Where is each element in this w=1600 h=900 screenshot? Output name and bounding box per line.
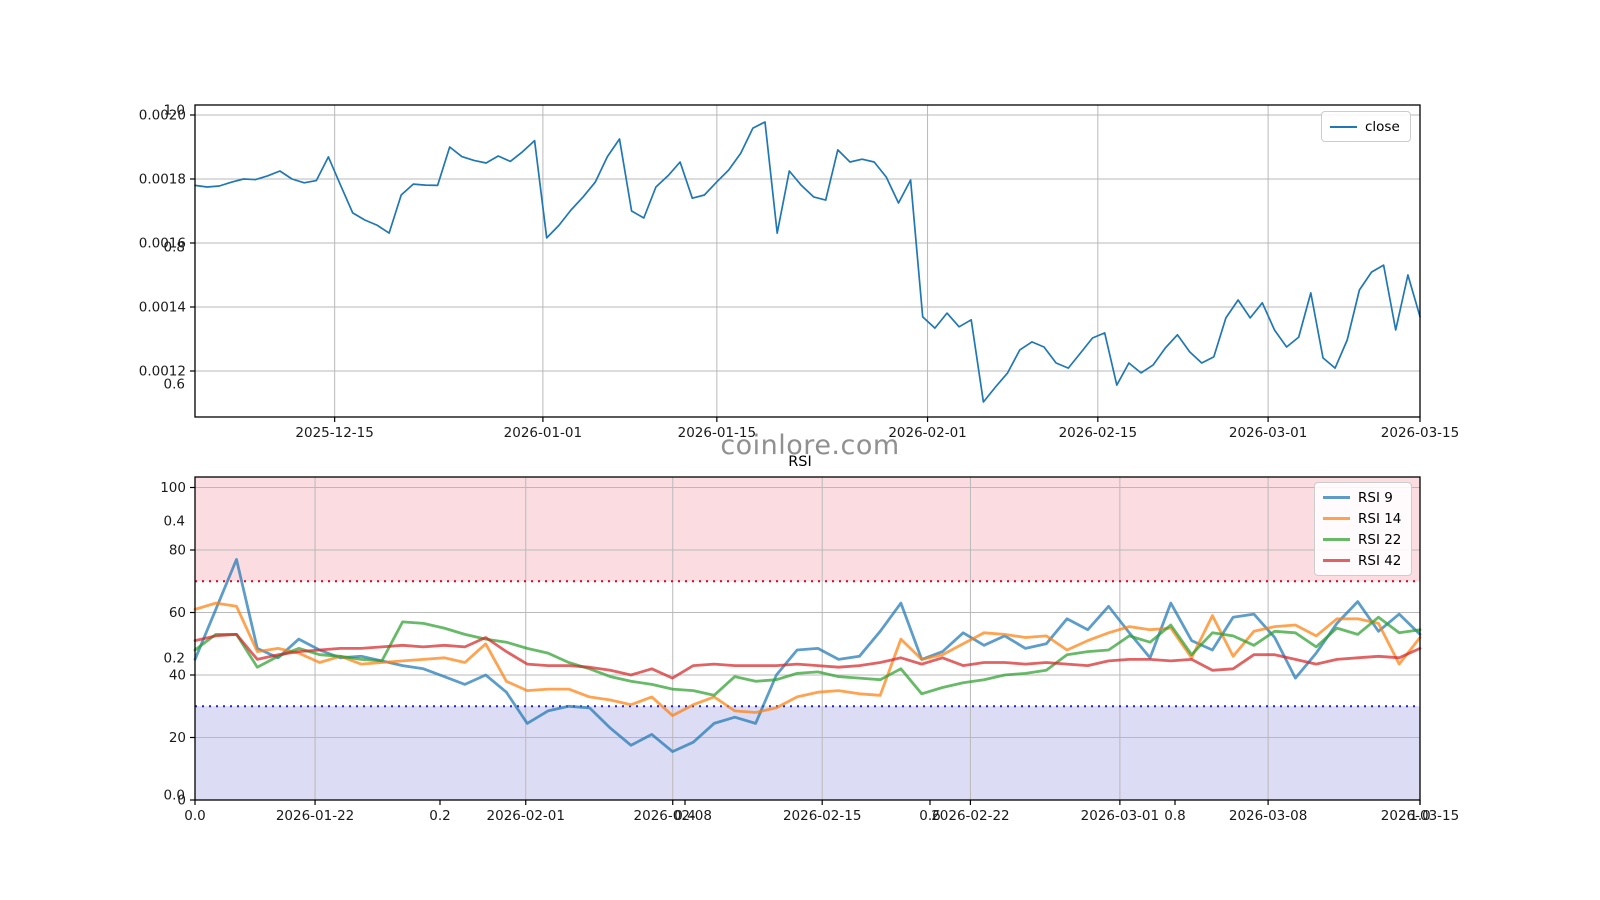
rsi-xtick-label: 2026-02-01: [487, 808, 565, 824]
legend-item-close[interactable]: close: [1330, 116, 1400, 137]
price-ytick-label: 0.0018: [139, 172, 186, 188]
tick-labels: 0.00200.00180.00160.00140.00122025-12-15…: [139, 103, 1459, 825]
rsi-ytick-label: 100: [160, 480, 186, 496]
overlay-ytick-label: 0.6: [164, 377, 185, 393]
close-legend-label: close: [1365, 118, 1400, 135]
rsi-42-line: [193, 633, 1422, 680]
price-xtick-label: 2026-03-01: [1229, 425, 1307, 441]
legend-item-rsi-42[interactable]: RSI 42: [1323, 550, 1401, 571]
rsi-42-line-swatch: [1323, 559, 1350, 562]
rsi-axes-frame: [194, 476, 1421, 801]
rsi-legend[interactable]: RSI 9 RSI 14 RSI 22 RSI 42: [1314, 482, 1413, 576]
rsi-22-line: [193, 615, 1422, 697]
price-legend[interactable]: close: [1321, 111, 1411, 142]
oversold-band: [195, 706, 1420, 800]
rsi-xtick-label: 2026-02-15: [783, 808, 861, 824]
rsi-xtick-label: 2026-02-22: [931, 808, 1009, 824]
overlay-ytick-label: 1.0: [164, 103, 185, 119]
overbought-band: [195, 477, 1420, 582]
overlay-xtick-label: 0.0: [184, 808, 205, 824]
rsi-xtick-label: 2026-03-15: [1381, 808, 1459, 824]
overlay-xtick-label: 0.2: [429, 808, 450, 824]
overlay-xtick-label: 0.4: [674, 808, 695, 824]
price-axes-frame: [194, 104, 1421, 418]
rsi-xtick-label: 2026-01-22: [276, 808, 354, 824]
rsi-xtick-label: 2026-03-01: [1081, 808, 1159, 824]
price-xtick-label: 2025-12-15: [295, 425, 373, 441]
overlay-ytick-label: 0.8: [164, 240, 185, 256]
price-ytick-label: 0.0016: [139, 236, 186, 252]
overlay-xtick-label: 0.6: [919, 808, 940, 824]
rsi-22-legend-label: RSI 22: [1358, 531, 1402, 548]
rsi-chart: [193, 558, 1422, 753]
overlay-xtick-label: 1.0: [1409, 808, 1430, 824]
rsi-ytick-label: 80: [169, 543, 186, 559]
rsi-9-line: [193, 558, 1422, 753]
rsi-9-legend-label: RSI 9: [1358, 489, 1393, 506]
price-xtick-label: 2026-03-15: [1381, 425, 1459, 441]
rsi-14-line-swatch: [1323, 517, 1350, 520]
price-xtick-label: 2026-02-01: [888, 425, 966, 441]
legend-item-rsi-9[interactable]: RSI 9: [1323, 487, 1401, 508]
price-ytick-label: 0.0014: [139, 300, 186, 316]
legend-item-rsi-14[interactable]: RSI 14: [1323, 508, 1401, 529]
rsi-ytick-label: 20: [169, 730, 186, 746]
rsi-bands: [195, 477, 1420, 800]
price-xtick-label: 2026-01-01: [504, 425, 582, 441]
price-ytick-label: 0.0012: [139, 364, 186, 380]
rsi-9-line-swatch: [1323, 496, 1350, 499]
rsi-ytick-label: 0: [177, 793, 186, 809]
price-xtick-label: 2026-02-15: [1059, 425, 1137, 441]
rsi-xtick-label: 2026-03-08: [1229, 808, 1307, 824]
rsi-42-legend-label: RSI 42: [1358, 552, 1402, 569]
price-ytick-label: 0.0020: [139, 108, 186, 124]
rsi-xtick-label: 2026-02-08: [634, 808, 712, 824]
tick-marks: [190, 114, 1421, 805]
rsi-title: RSI: [788, 454, 812, 470]
rsi-22-line-swatch: [1323, 538, 1350, 541]
overlay-ytick-label: 0.4: [164, 514, 185, 530]
price-chart: [194, 121, 1421, 403]
overlay-ytick-label: 0.0: [164, 788, 185, 804]
gridlines: [195, 105, 1421, 800]
close-line-swatch: [1330, 125, 1357, 128]
close-line: [194, 121, 1421, 403]
rsi-ytick-label: 40: [169, 668, 186, 684]
watermark: coinlore.com: [720, 430, 900, 461]
overlay-ytick-label: 0.2: [164, 651, 185, 667]
rsi-14-legend-label: RSI 14: [1358, 510, 1402, 527]
rsi-ytick-label: 60: [169, 605, 186, 621]
legend-item-rsi-22[interactable]: RSI 22: [1323, 529, 1401, 550]
overlay-xtick-label: 0.8: [1164, 808, 1185, 824]
rsi-14-line: [193, 601, 1422, 717]
price-xtick-label: 2026-01-15: [678, 425, 756, 441]
